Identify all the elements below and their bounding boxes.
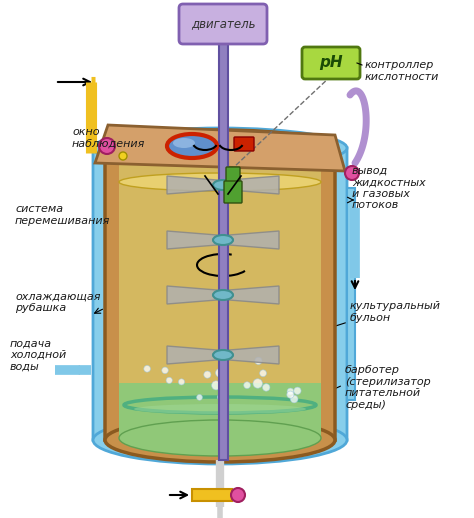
Ellipse shape <box>105 418 335 462</box>
Polygon shape <box>95 125 345 171</box>
Text: система
перемешивания: система перемешивания <box>15 204 110 226</box>
Text: двигатель: двигатель <box>191 18 255 31</box>
Ellipse shape <box>93 416 347 464</box>
Bar <box>219 35 228 460</box>
Circle shape <box>255 357 262 365</box>
Circle shape <box>244 382 250 388</box>
Ellipse shape <box>119 173 321 191</box>
Text: окно
наблюдения: окно наблюдения <box>72 127 146 149</box>
FancyBboxPatch shape <box>226 167 240 183</box>
Text: подача
холодной
воды: подача холодной воды <box>10 338 66 371</box>
Text: вывод
жидкостных
и газовых
потоков: вывод жидкостных и газовых потоков <box>352 166 426 210</box>
FancyBboxPatch shape <box>302 47 360 79</box>
Circle shape <box>197 395 202 400</box>
Ellipse shape <box>167 134 217 158</box>
Circle shape <box>287 388 294 395</box>
Ellipse shape <box>213 290 233 300</box>
Text: охлаждающая
рубашка: охлаждающая рубашка <box>15 291 100 313</box>
Ellipse shape <box>134 404 306 414</box>
Text: контроллер
кислотности: контроллер кислотности <box>365 60 439 82</box>
Polygon shape <box>167 286 217 304</box>
Circle shape <box>216 368 224 377</box>
Polygon shape <box>167 346 217 364</box>
Circle shape <box>144 366 150 372</box>
FancyBboxPatch shape <box>179 4 267 44</box>
Polygon shape <box>167 231 217 249</box>
Ellipse shape <box>173 138 195 148</box>
Ellipse shape <box>105 130 335 166</box>
Polygon shape <box>229 231 279 249</box>
Text: pH: pH <box>319 55 343 70</box>
Circle shape <box>211 381 220 390</box>
Ellipse shape <box>119 420 321 456</box>
FancyBboxPatch shape <box>93 148 347 440</box>
Circle shape <box>260 370 266 377</box>
Circle shape <box>287 391 294 398</box>
Polygon shape <box>229 346 279 364</box>
Ellipse shape <box>93 128 347 168</box>
Circle shape <box>119 152 127 160</box>
Circle shape <box>253 379 263 388</box>
Circle shape <box>178 379 184 385</box>
Text: барботер
(стерилизатор
питательной
среды): барботер (стерилизатор питательной среды… <box>345 365 431 410</box>
Bar <box>192 489 232 501</box>
Text: культуральный
бульон: культуральный бульон <box>350 301 441 323</box>
Circle shape <box>99 138 115 154</box>
FancyBboxPatch shape <box>105 148 335 440</box>
Circle shape <box>204 371 211 378</box>
FancyBboxPatch shape <box>224 181 242 203</box>
Circle shape <box>166 377 173 383</box>
Bar <box>119 383 321 438</box>
Circle shape <box>218 394 223 400</box>
Circle shape <box>291 395 298 403</box>
Ellipse shape <box>213 235 233 245</box>
Circle shape <box>345 166 359 180</box>
Polygon shape <box>229 176 279 194</box>
Bar <box>347 188 355 400</box>
Circle shape <box>231 488 245 502</box>
Polygon shape <box>229 286 279 304</box>
Circle shape <box>263 384 270 391</box>
Circle shape <box>294 387 301 394</box>
Bar <box>119 152 321 438</box>
Ellipse shape <box>213 350 233 360</box>
Circle shape <box>162 367 168 373</box>
Polygon shape <box>167 176 217 194</box>
Ellipse shape <box>213 180 233 190</box>
FancyBboxPatch shape <box>234 137 254 151</box>
